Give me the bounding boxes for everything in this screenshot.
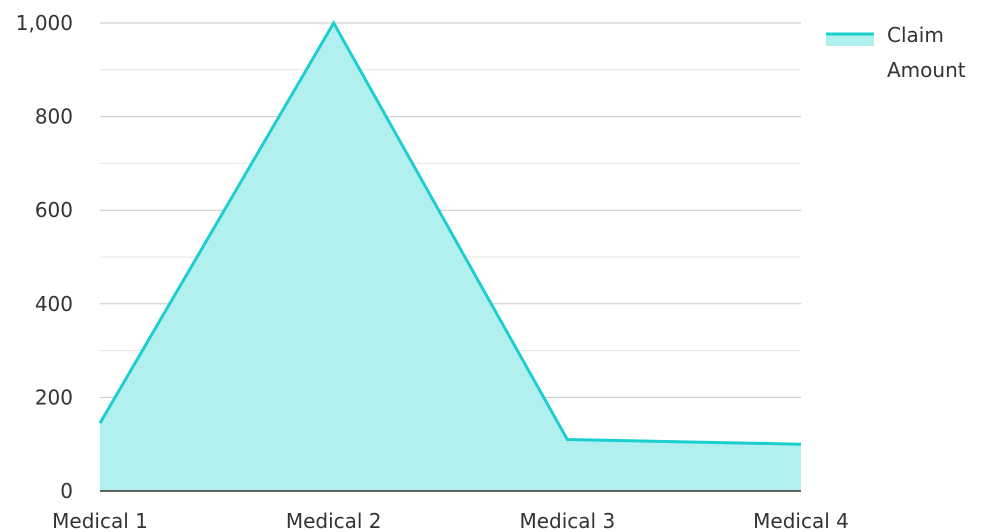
x-tick-label: Medical 3 bbox=[519, 509, 615, 532]
x-axis-ticks: Medical 1 Medical 2 Medical 3 Medical 4 bbox=[52, 509, 849, 532]
x-tick-label: Medical 4 bbox=[753, 509, 849, 532]
y-tick-label: 800 bbox=[35, 105, 73, 129]
y-tick-label: 0 bbox=[60, 479, 73, 503]
data-points bbox=[99, 22, 802, 445]
series-line-claim-amount bbox=[98, 19, 802, 446]
x-tick-label: Medical 1 bbox=[52, 509, 148, 532]
y-tick-label: 600 bbox=[35, 198, 73, 222]
y-tick-label: 1,000 bbox=[16, 11, 73, 35]
y-tick-label: 200 bbox=[35, 385, 73, 409]
y-tick-label: 400 bbox=[35, 292, 73, 316]
y-axis-ticks: 0 200 400 600 800 1,000 bbox=[16, 11, 73, 503]
legend: Claim Amount bbox=[826, 23, 966, 82]
legend-swatch bbox=[826, 33, 874, 46]
series-area-claim-amount bbox=[100, 23, 801, 491]
legend-label-line-2: Amount bbox=[887, 58, 966, 82]
legend-label-line-1: Claim bbox=[887, 23, 944, 47]
x-tick-label: Medical 2 bbox=[286, 509, 382, 532]
